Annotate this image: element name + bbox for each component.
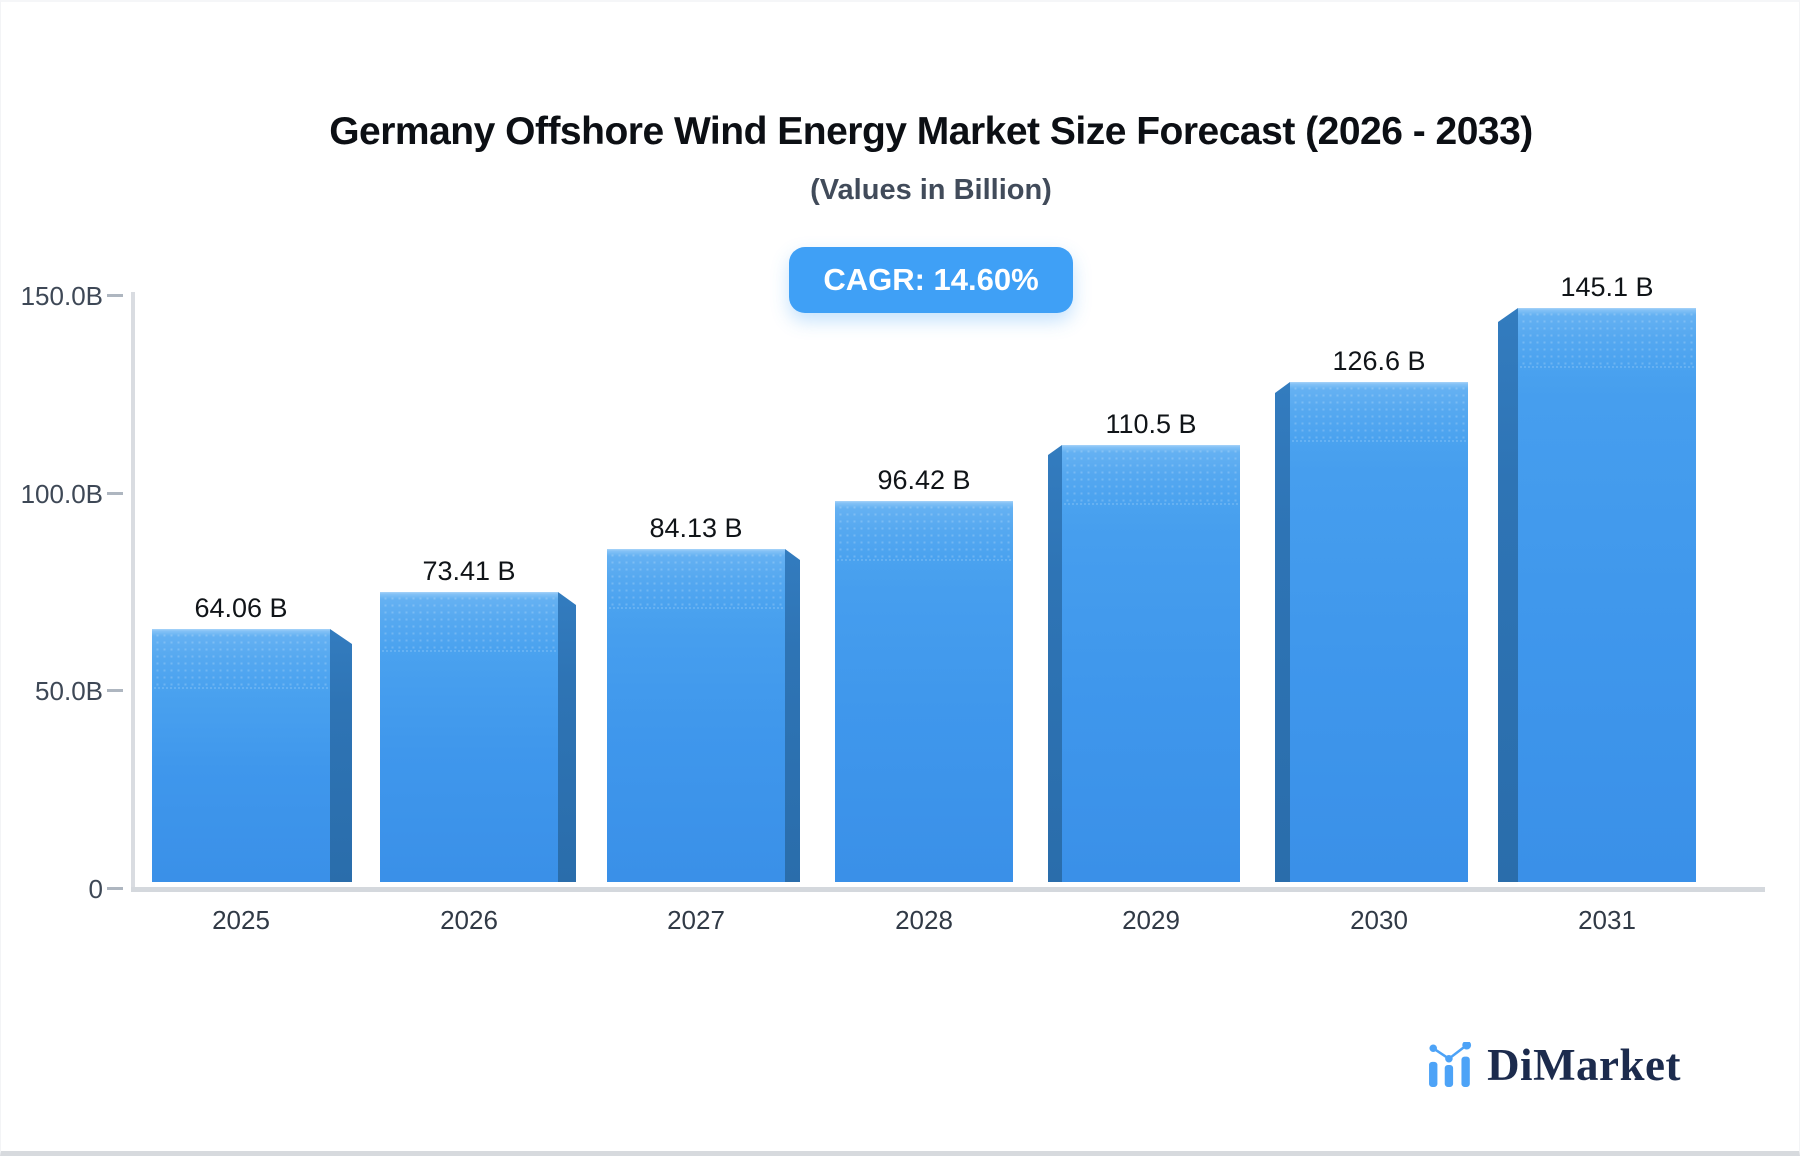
bar-2030 bbox=[1290, 382, 1468, 882]
y-axis-tick bbox=[107, 887, 123, 890]
bar-value-label: 126.6 B bbox=[1332, 346, 1426, 376]
y-axis-line bbox=[131, 292, 135, 889]
x-axis-label: 2027 bbox=[667, 905, 725, 935]
bar-side-face bbox=[330, 629, 352, 882]
bar-value-label: 84.13 B bbox=[649, 513, 743, 543]
bar-2027 bbox=[607, 549, 785, 882]
bar-2028 bbox=[835, 501, 1013, 882]
brand-name: DiMarket bbox=[1487, 1040, 1681, 1090]
brand-logo: DiMarket bbox=[1428, 1039, 1681, 1091]
x-axis-label: 2029 bbox=[1122, 905, 1180, 935]
bar-side-face bbox=[1048, 445, 1062, 882]
bar-value-label: 96.42 B bbox=[877, 465, 971, 495]
x-axis-label: 2031 bbox=[1578, 905, 1636, 935]
x-axis-label: 2025 bbox=[212, 905, 270, 935]
x-axis-label: 2030 bbox=[1350, 905, 1408, 935]
y-axis-label: 100.0B bbox=[20, 479, 103, 509]
x-axis-label: 2026 bbox=[440, 905, 498, 935]
bar-value-label: 64.06 B bbox=[194, 593, 288, 623]
y-axis-label: 0 bbox=[88, 874, 103, 904]
y-axis-label: 50.0B bbox=[35, 676, 103, 706]
y-axis-tick bbox=[107, 492, 123, 495]
bar-2031 bbox=[1518, 308, 1696, 882]
bar-2025 bbox=[152, 629, 330, 882]
chart-subtitle: (Values in Billion) bbox=[810, 174, 1052, 206]
bar-side-face bbox=[1275, 382, 1290, 882]
x-axis-line bbox=[131, 887, 1765, 892]
bar-side-face bbox=[785, 549, 800, 882]
bar-2026 bbox=[380, 592, 558, 882]
cagr-badge: CAGR: 14.60% bbox=[789, 247, 1073, 313]
bar-side-face bbox=[558, 592, 576, 882]
bar-value-label: 110.5 B bbox=[1105, 409, 1197, 439]
bar-2029 bbox=[1062, 445, 1240, 882]
chart-header: Germany Offshore Wind Energy Market Size… bbox=[61, 2, 1799, 313]
y-axis-label: 150.0B bbox=[20, 281, 103, 311]
chart-title: Germany Offshore Wind Energy Market Size… bbox=[329, 110, 1533, 153]
bar-line-chart-icon bbox=[1429, 1042, 1472, 1087]
bar-side-face bbox=[1498, 308, 1518, 882]
x-axis-label: 2028 bbox=[895, 905, 953, 935]
y-axis-tick bbox=[107, 294, 123, 297]
bar-value-label: 73.41 B bbox=[422, 556, 516, 586]
y-axis-tick bbox=[107, 689, 123, 692]
bar-value-label: 145.1 B bbox=[1560, 272, 1654, 302]
